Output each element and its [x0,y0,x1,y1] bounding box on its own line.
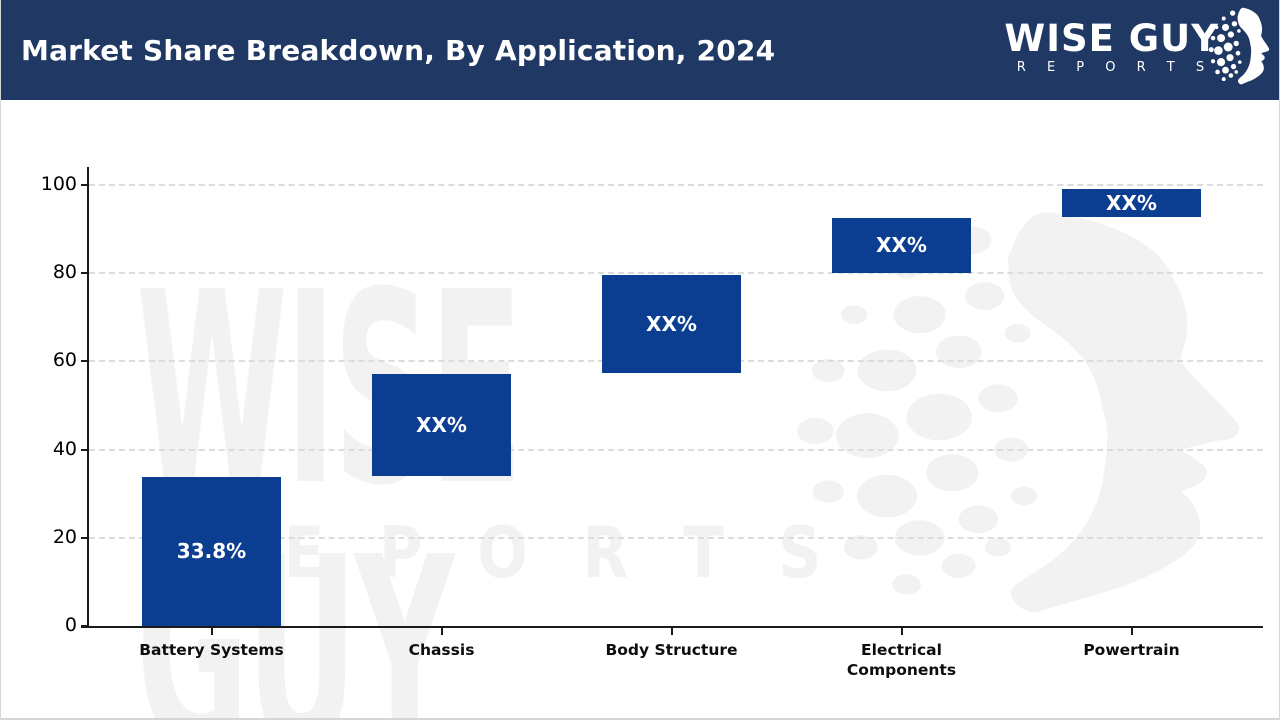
gridline-80 [89,272,1263,275]
gridline-40 [89,448,1263,451]
bar-chassis: XX% [372,373,511,477]
y-tick-mark [81,360,89,363]
y-tick-mark [81,536,89,539]
x-axis-line [81,626,1263,628]
y-tick-label: 20 [52,525,77,548]
watermark-reports-text: R E P O R T S [183,512,839,594]
gridline-100 [89,184,1263,186]
y-tick-mark [81,272,89,275]
bar-value-label: 33.8% [176,539,247,564]
x-tick-mark [210,628,213,635]
y-tick-mark [81,448,89,451]
x-tick-mark [440,628,443,635]
x-axis-label-3: Body Structure [605,641,738,659]
x-axis-label-4: Electrical Components [846,641,957,679]
y-tick-label: 40 [52,437,77,460]
logo-reports-label: R E P O R T S [1016,60,1213,75]
x-tick-mark [900,628,903,635]
bar-value-label: XX% [1106,190,1157,215]
y-tick-label: 80 [52,261,77,284]
bar-electrical-components: XX% [832,217,971,274]
page-title: Market Share Breakdown, By Application, … [21,33,776,67]
y-tick-label: 60 [52,349,77,372]
y-axis-line [87,167,89,628]
bar-battery-systems: 33.8% [142,476,281,626]
x-tick-mark [670,628,673,635]
x-axis-label-1: Battery Systems [139,641,284,659]
bar-powertrain: XX% [1062,188,1201,217]
bar-value-label: XX% [876,233,927,258]
y-tick-label: 0 [64,614,77,636]
x-tick-mark [1130,628,1133,635]
y-tick-mark [81,184,89,186]
logo-text: WISE GUY R E P O R T S [1004,17,1219,76]
bar-value-label: XX% [416,413,467,438]
gridline-20 [89,536,1263,539]
bar-value-label: XX% [646,311,697,336]
header-bar: Market Share Breakdown, By Application, … [1,0,1279,100]
wiseguy-logo: WISE GUY R E P O R T S [1004,6,1271,88]
y-tick-label: 100 [40,173,77,195]
bar-body-structure: XX% [602,274,741,373]
logo-wiseguy-label: WISE GUY [1004,17,1219,60]
x-axis-label-5: Powertrain [1083,641,1180,659]
x-axis-label-2: Chassis [408,641,475,659]
